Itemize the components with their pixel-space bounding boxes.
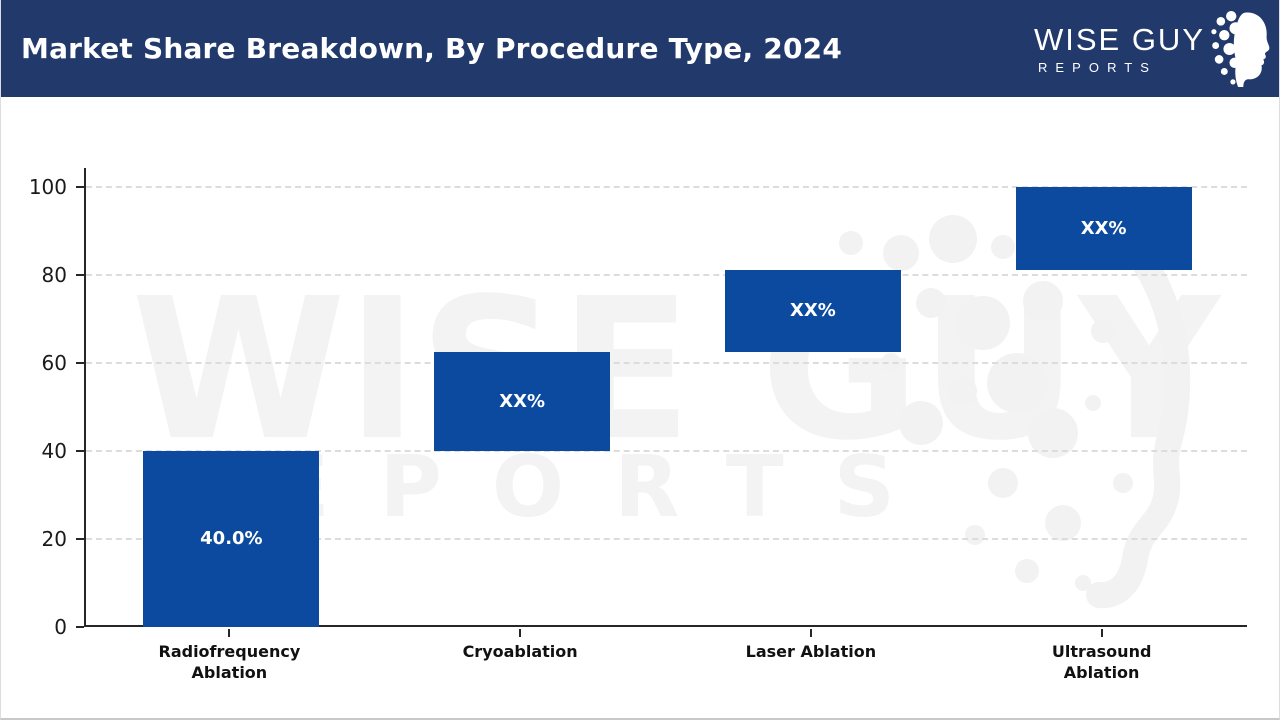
x-tick-mark-1 xyxy=(228,629,231,637)
bar-value-label: 40.0% xyxy=(200,528,263,550)
dotted-face-icon xyxy=(1211,10,1270,87)
logo: WISE GUY REPORTS xyxy=(1034,8,1273,90)
gridline-20 xyxy=(86,537,1247,540)
y-tick-label-0: 0 xyxy=(54,615,67,639)
x-category-label-3: Laser Ablation xyxy=(745,642,877,661)
y-tick-mark-80 xyxy=(76,273,84,276)
y-axis: 0 20 40 60 80 100 xyxy=(1,168,84,639)
bar-value-label: XX% xyxy=(789,300,836,322)
x-category-label-4: Ultrasound Ablation xyxy=(1051,642,1152,682)
bar-value-label: XX% xyxy=(1080,217,1127,239)
gridline-40 xyxy=(86,449,1247,452)
y-tick-mark-60 xyxy=(76,361,84,364)
watermark-face-icon xyxy=(839,215,1191,609)
y-tick-label-80: 80 xyxy=(41,262,67,287)
bar-ultrasound-ablation: XX% xyxy=(1015,186,1192,271)
x-tick-mark-4 xyxy=(1100,629,1103,637)
gridline-60 xyxy=(86,361,1247,364)
y-tick-mark-100 xyxy=(76,185,84,188)
x-tick-mark-2 xyxy=(519,629,522,637)
page-title: Market Share Breakdown, By Procedure Typ… xyxy=(21,32,843,65)
bar-radiofrequency-ablation: 40.0% xyxy=(143,450,320,627)
y-tick-label-40: 40 xyxy=(41,438,67,463)
y-tick-label-60: 60 xyxy=(41,350,67,375)
header: Market Share Breakdown, By Procedure Typ… xyxy=(1,0,1279,97)
gridline-100 xyxy=(86,185,1247,188)
x-category-label-2: Cryoablation xyxy=(462,642,578,661)
bar-cryoablation: XX% xyxy=(434,351,611,451)
logo-subtitle: REPORTS xyxy=(1037,60,1158,75)
plot-area: 40.0% XX% XX% XX% xyxy=(84,168,1247,627)
gridline-80 xyxy=(86,273,1247,276)
x-axis: Radiofrequency Ablation Cryoablation Laser … xyxy=(84,629,1247,717)
y-tick-mark-20 xyxy=(76,537,84,540)
y-tick-mark-40 xyxy=(76,449,84,452)
y-tick-label-20: 20 xyxy=(41,526,67,551)
logo-wordmark: WISE GUY xyxy=(1033,22,1205,57)
x-tick-mark-3 xyxy=(809,629,812,637)
x-category-label-1: Radiofrequency Ablation xyxy=(158,642,301,682)
bar-value-label: XX% xyxy=(499,390,546,412)
logo-text: WISE GUY REPORTS xyxy=(1034,22,1205,75)
bar-laser-ablation: XX% xyxy=(724,270,901,352)
y-tick-label-100: 100 xyxy=(28,174,67,199)
y-tick-mark-0 xyxy=(76,626,84,628)
